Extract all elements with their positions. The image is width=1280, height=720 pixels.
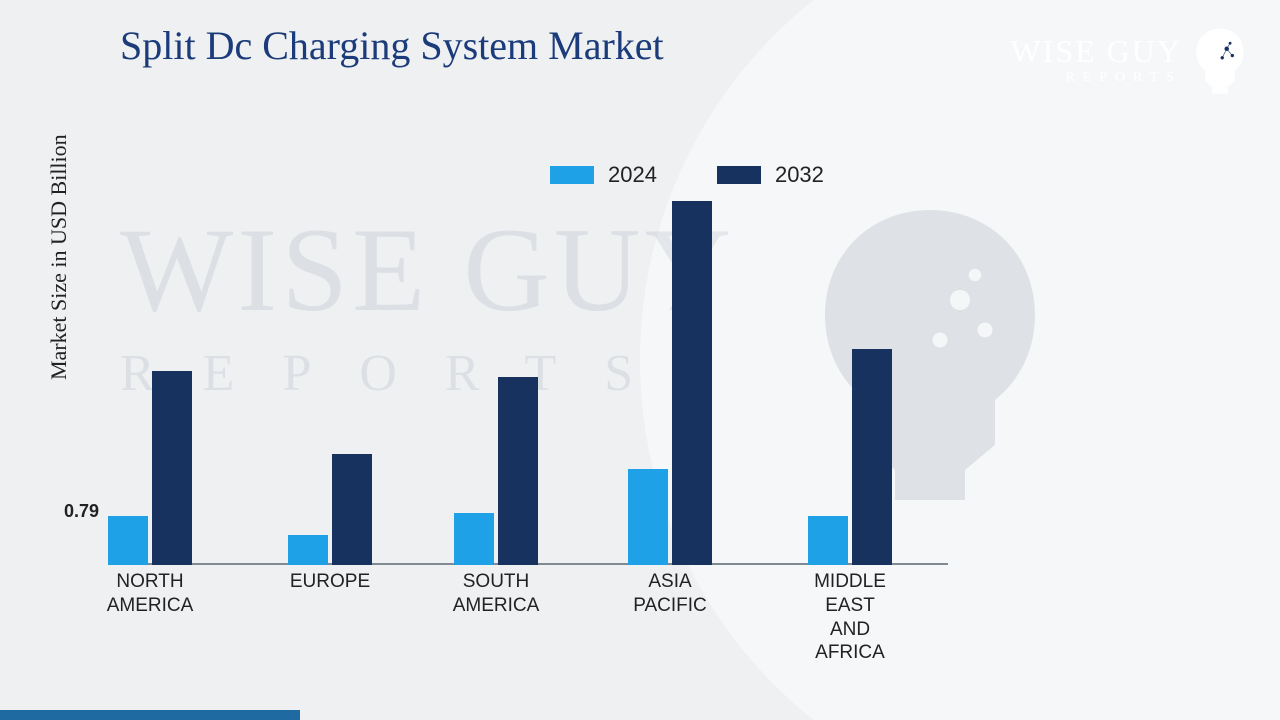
brand-head-icon bbox=[1192, 26, 1248, 94]
bar-2032 bbox=[852, 349, 892, 565]
chart-title: Split Dc Charging System Market bbox=[120, 22, 664, 69]
bar-2024 bbox=[808, 516, 848, 565]
category-label: SOUTHAMERICA bbox=[426, 570, 566, 618]
plot-area: 0.79 bbox=[108, 195, 948, 565]
legend-swatch-2032 bbox=[717, 166, 761, 184]
category-label: MIDDLEEASTANDAFRICA bbox=[780, 570, 920, 665]
y-axis-label: Market Size in USD Billion bbox=[46, 134, 72, 380]
legend-item-2032: 2032 bbox=[717, 162, 824, 188]
legend-swatch-2024 bbox=[550, 166, 594, 184]
bar-2024 bbox=[288, 535, 328, 565]
bar-2032 bbox=[672, 201, 712, 565]
bar-2032 bbox=[332, 454, 372, 565]
bar-2024 bbox=[108, 516, 148, 565]
bar-group bbox=[808, 349, 892, 565]
bar-group bbox=[108, 371, 192, 565]
brand-logo: WISE GUY REPORTS bbox=[1010, 26, 1248, 94]
category-label: ASIAPACIFIC bbox=[600, 570, 740, 618]
legend-label-2024: 2024 bbox=[608, 162, 657, 188]
bar-2024 bbox=[454, 513, 494, 565]
legend-label-2032: 2032 bbox=[775, 162, 824, 188]
brand-logo-text: WISE GUY REPORTS bbox=[1010, 35, 1182, 85]
bar-group bbox=[454, 377, 538, 565]
footer-stripe bbox=[0, 710, 300, 720]
bar-group bbox=[288, 454, 372, 565]
legend: 2024 2032 bbox=[550, 162, 824, 188]
canvas: WISE GUY REPORTS Split Dc Charging Syste… bbox=[0, 0, 1280, 720]
bar-2032 bbox=[498, 377, 538, 565]
bar-group bbox=[628, 201, 712, 565]
category-label: EUROPE bbox=[260, 570, 400, 594]
brand-main: WISE GUY bbox=[1010, 35, 1182, 67]
value-label: 0.79 bbox=[64, 501, 99, 522]
category-labels: NORTHAMERICAEUROPESOUTHAMERICAASIAPACIFI… bbox=[108, 570, 948, 700]
bar-2032 bbox=[152, 371, 192, 565]
legend-item-2024: 2024 bbox=[550, 162, 657, 188]
category-label: NORTHAMERICA bbox=[80, 570, 220, 618]
bar-2024 bbox=[628, 469, 668, 565]
brand-sub: REPORTS bbox=[1065, 71, 1182, 85]
